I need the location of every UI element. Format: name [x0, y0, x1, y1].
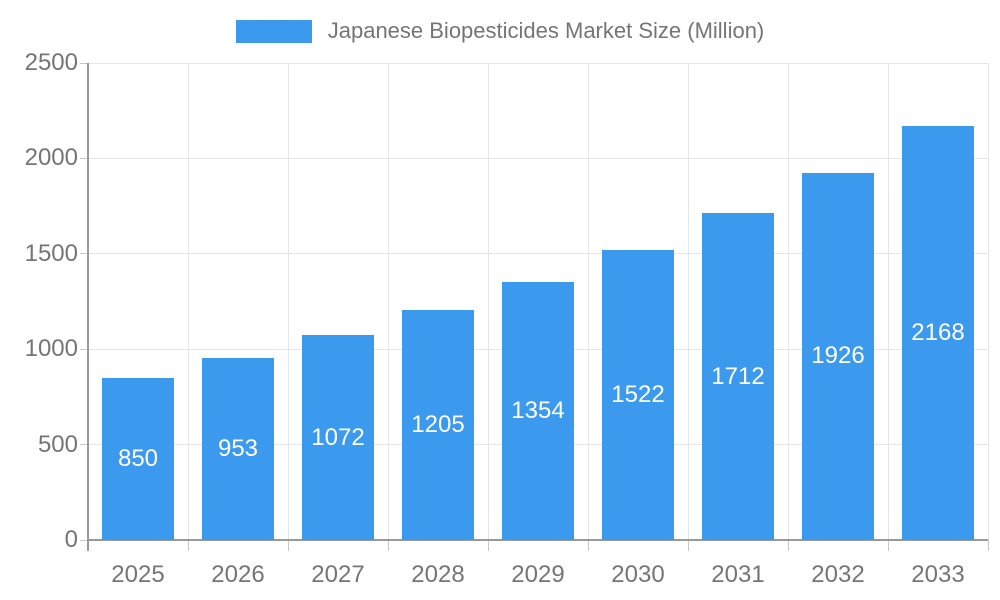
x-axis-label: 2029	[511, 561, 565, 588]
x-axis-tick	[887, 540, 889, 551]
gridline-vertical	[287, 63, 289, 540]
gridline-vertical	[487, 63, 489, 540]
y-axis-line	[87, 63, 89, 551]
legend-label: Japanese Biopesticides Market Size (Mill…	[327, 18, 765, 43]
gridline-vertical	[687, 63, 689, 540]
bar-2031: 1712	[702, 213, 774, 540]
x-axis-tick	[587, 540, 589, 551]
gridline-horizontal	[88, 157, 988, 159]
x-axis-tick	[687, 540, 689, 551]
y-axis-label: 2500	[24, 49, 78, 76]
x-axis-label: 2025	[111, 561, 165, 588]
bar-2033: 2168	[902, 126, 974, 540]
x-axis-tick	[787, 540, 789, 551]
x-axis-label: 2027	[311, 561, 365, 588]
bar-2029: 1354	[502, 281, 574, 540]
gridline-vertical	[187, 63, 189, 540]
bar-value-label: 1354	[511, 396, 565, 424]
bar-2025: 850	[102, 377, 174, 540]
y-axis-label: 1000	[24, 335, 78, 363]
bar-2030: 1522	[602, 249, 674, 540]
gridline-vertical	[787, 63, 789, 540]
bar-value-label: 1522	[611, 380, 665, 408]
x-axis-label: 2030	[611, 561, 665, 588]
bar-2032: 1926	[802, 172, 874, 540]
x-axis-label: 2031	[711, 561, 765, 588]
y-axis-tick	[80, 157, 88, 159]
bar-2027: 1072	[302, 335, 374, 540]
y-axis-tick	[80, 444, 88, 446]
x-axis-line	[88, 539, 988, 541]
bar-value-label: 2168	[911, 319, 965, 347]
x-axis-tick	[287, 540, 289, 551]
x-axis-tick	[487, 540, 489, 551]
x-axis-tick	[387, 540, 389, 551]
bar-value-label: 1072	[311, 423, 365, 451]
chart-legend[interactable]: Japanese Biopesticides Market Size (Mill…	[0, 18, 1000, 44]
y-axis-label: 1500	[24, 239, 78, 267]
bar-value-label: 1926	[811, 342, 865, 370]
y-axis-label: 0	[64, 526, 78, 553]
y-axis-tick	[80, 62, 88, 64]
y-axis-tick	[80, 539, 88, 541]
gridline-vertical	[987, 63, 989, 540]
x-axis-label: 2032	[811, 561, 865, 588]
x-axis-tick	[187, 540, 189, 551]
x-axis-tick	[987, 540, 989, 551]
bar-value-label: 953	[217, 435, 259, 463]
gridline-horizontal	[88, 253, 988, 255]
y-axis-label: 2000	[24, 144, 78, 172]
bar-2028: 1205	[402, 310, 474, 540]
gridline-horizontal	[88, 62, 988, 64]
y-axis-tick	[80, 348, 88, 350]
y-axis-label: 500	[37, 430, 78, 458]
legend-swatch	[235, 19, 312, 43]
bar-value-label: 1205	[411, 411, 465, 439]
x-axis-label: 2028	[411, 561, 465, 588]
x-axis-label: 2033	[911, 561, 965, 588]
gridline-vertical	[587, 63, 589, 540]
x-axis-label: 2026	[211, 561, 265, 588]
gridline-vertical	[387, 63, 389, 540]
bar-2026: 953	[202, 358, 274, 540]
bar-value-label: 850	[117, 444, 159, 472]
y-axis-tick	[80, 253, 88, 255]
gridline-vertical	[887, 63, 889, 540]
bar-value-label: 1712	[711, 362, 765, 390]
